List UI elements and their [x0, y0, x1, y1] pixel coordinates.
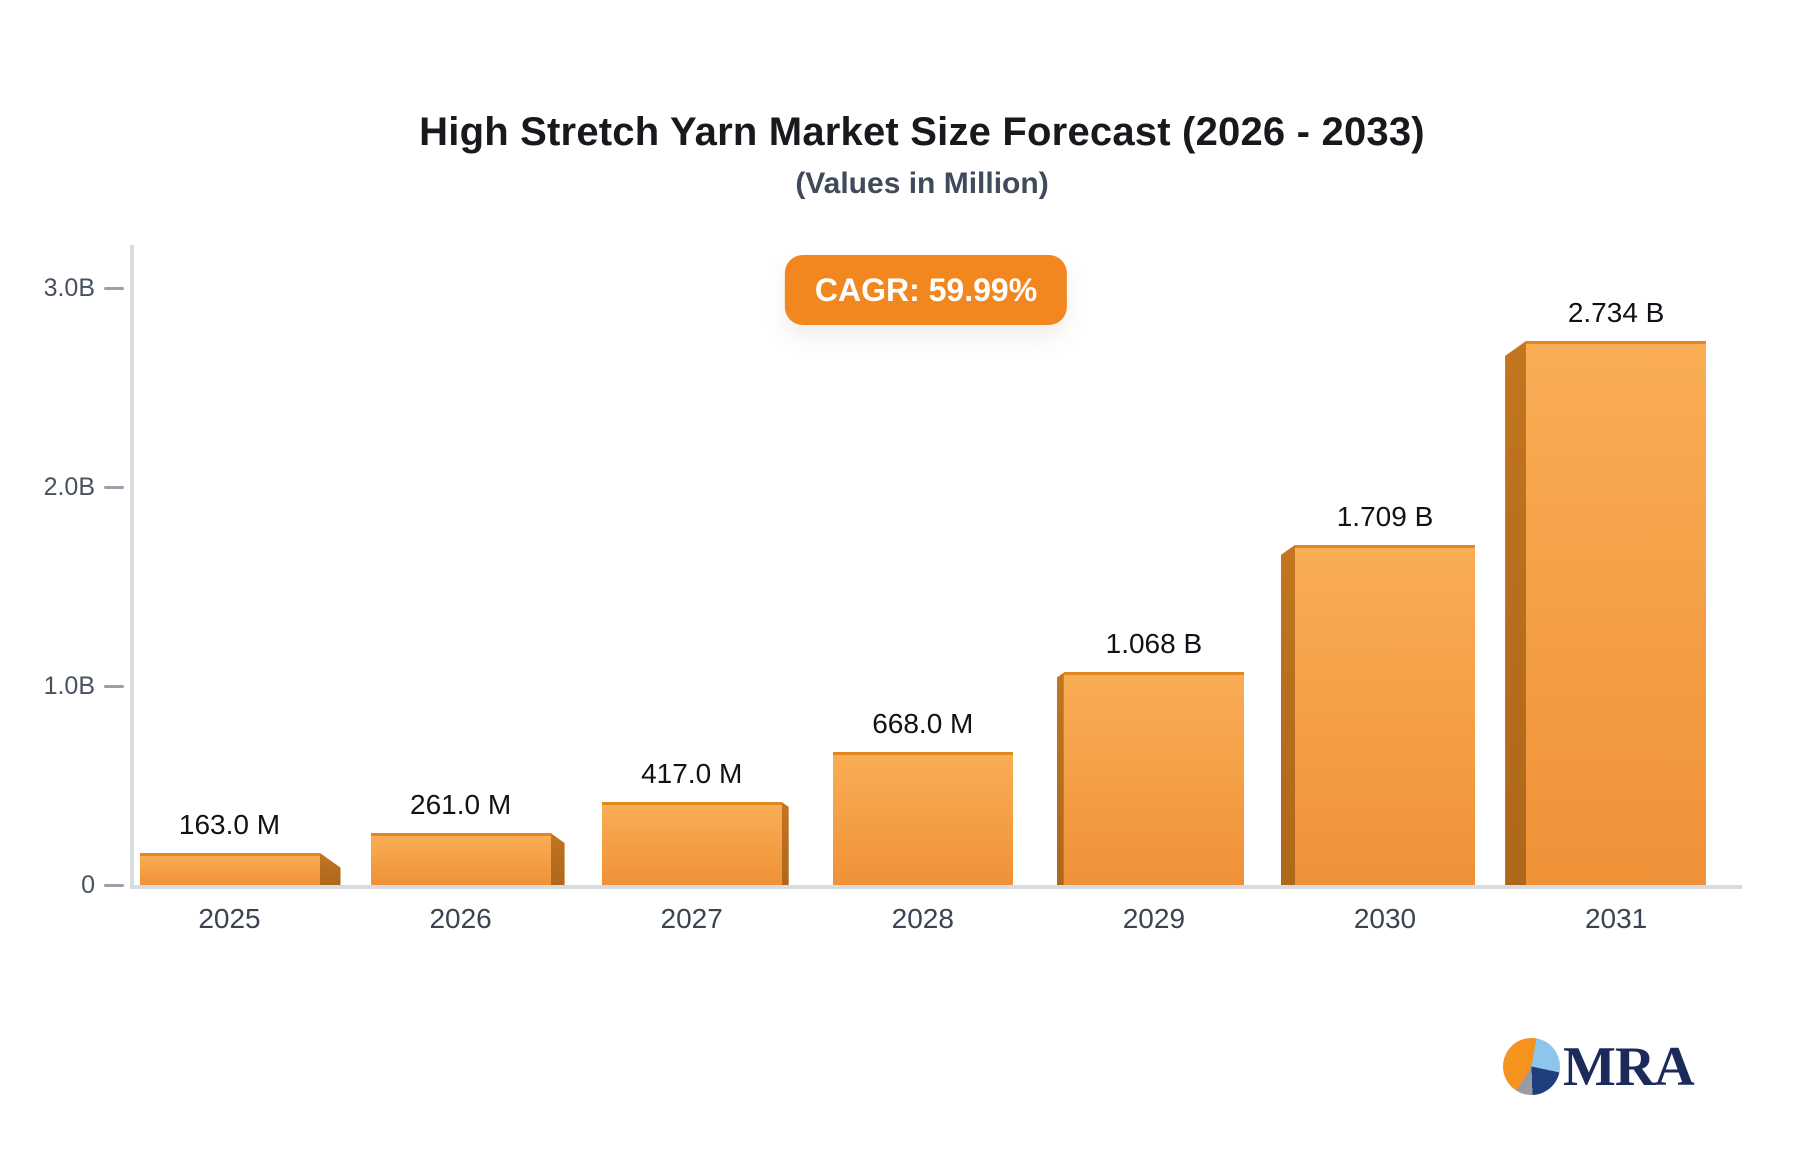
x-axis-category-label: 2029 — [1122, 903, 1186, 934]
bar — [139, 852, 320, 885]
y-axis-line — [130, 245, 134, 889]
chart-title: High Stretch Yarn Market Size Forecast (… — [419, 110, 1425, 154]
brand-logo: MRA — [1503, 1035, 1695, 1098]
x-axis-category-label: 2031 — [1584, 903, 1648, 934]
bar — [1295, 544, 1475, 885]
bar-value-label: 1.068 B — [1105, 628, 1203, 660]
cagr-badge: CAGR: 59.99% — [784, 255, 1068, 325]
y-tick-mark — [104, 286, 124, 290]
x-axis-category-label: 2026 — [429, 903, 492, 934]
pie-logo-icon — [1503, 1038, 1560, 1095]
x-axis-category-label: 2025 — [198, 903, 261, 934]
y-tick-label: 2.0B — [43, 473, 95, 501]
x-axis-category-label: 2027 — [660, 903, 723, 934]
bar-value-label: 261.0 M — [410, 789, 512, 821]
bar-value-label: 668.0 M — [872, 708, 974, 740]
bar-value-label: 1.709 B — [1336, 500, 1434, 532]
bar-side-face — [319, 852, 341, 885]
bar — [370, 833, 551, 885]
y-tick-label: 0 — [81, 871, 95, 899]
bar — [832, 752, 1013, 885]
x-axis-category-label: 2030 — [1353, 903, 1417, 934]
y-tick-label: 3.0B — [43, 274, 95, 302]
bar — [1063, 672, 1244, 885]
bar-value-label: 163.0 M — [178, 808, 281, 840]
bar-value-label: 2.734 B — [1567, 296, 1665, 328]
x-axis-category-label: 2028 — [891, 903, 954, 934]
brand-name: MRA — [1563, 1035, 1695, 1098]
bar — [601, 802, 782, 885]
y-tick-label: 1.0B — [43, 672, 95, 700]
bar-side-face — [550, 833, 565, 885]
y-tick-mark — [104, 883, 124, 887]
chart-subtitle: (Values in Million) — [795, 167, 1049, 200]
x-axis-line — [130, 885, 1742, 889]
bar-side-face — [1505, 340, 1527, 885]
bar — [1526, 340, 1707, 885]
bar-side-face — [1056, 672, 1064, 885]
bar-value-label: 417.0 M — [641, 758, 743, 790]
y-tick-mark — [104, 684, 124, 688]
y-tick-mark — [104, 485, 124, 489]
bar-side-face — [1281, 544, 1295, 885]
bar-side-face — [781, 802, 789, 885]
